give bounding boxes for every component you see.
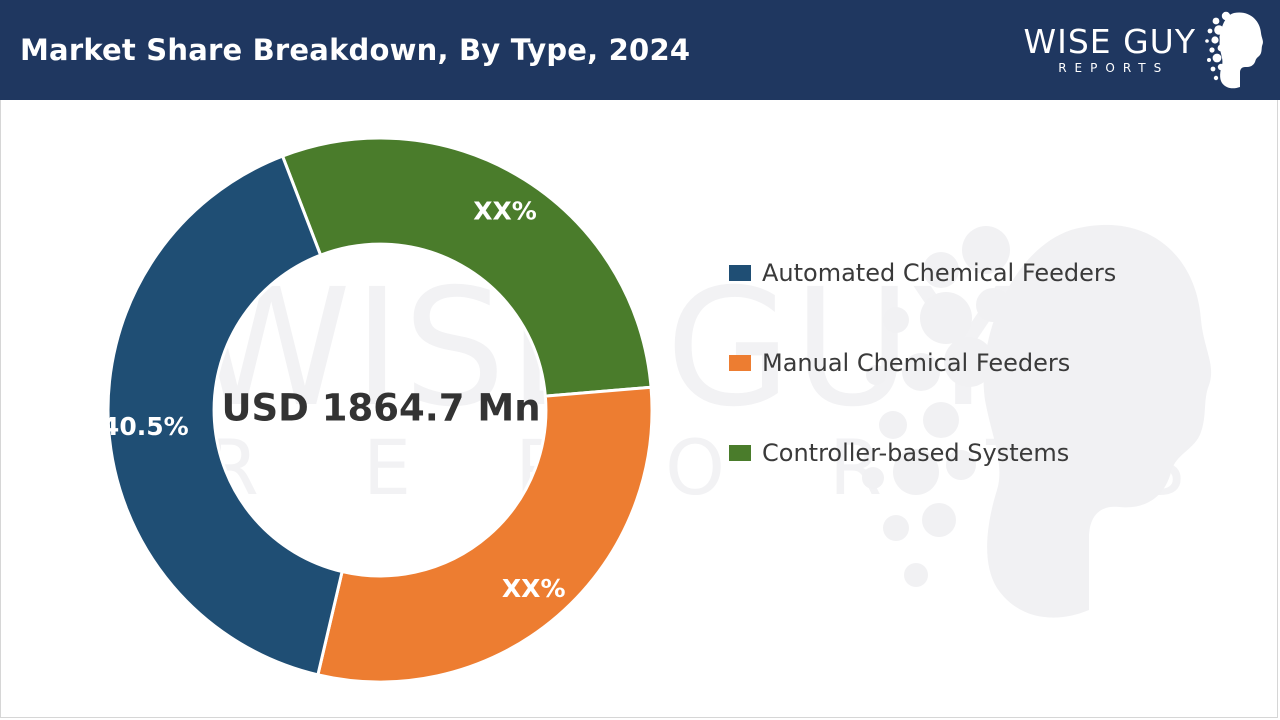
legend-item-label: Manual Chemical Feeders — [762, 349, 1071, 377]
header-bar: Market Share Breakdown, By Type, 2024 WI… — [0, 0, 1280, 100]
page-title: Market Share Breakdown, By Type, 2024 — [20, 33, 691, 67]
chart-area: WISE GUY R E P O R T S XX% XX% 40.5% USD 1… — [0, 100, 1278, 718]
brand-logo: WISE GUY REPORTS — [1023, 6, 1266, 94]
legend-item-label: Controller-based Systems — [762, 439, 1070, 467]
brand-wordmark: WISE GUY REPORTS — [1023, 21, 1196, 76]
donut-svg: XX% XX% 40.5% — [102, 136, 654, 684]
brand-name: WISE GUY — [1023, 21, 1196, 61]
donut-slice-controller-based-systems — [281, 136, 653, 398]
face-logo-icon — [1205, 11, 1263, 89]
brand-subtitle: REPORTS — [1058, 61, 1170, 76]
donut-chart: XX% XX% 40.5% — [100, 130, 660, 690]
legend: Automated Chemical Feeders Manual Chemic… — [729, 258, 1116, 528]
donut-slice-manual-chemical-feeders — [316, 385, 654, 684]
legend-item-manual: Manual Chemical Feeders — [729, 348, 1116, 378]
slice-label: XX% — [502, 574, 566, 603]
legend-item-automated: Automated Chemical Feeders — [729, 258, 1116, 288]
slice-label: 40.5% — [102, 412, 189, 441]
legend-swatch-blue — [729, 265, 751, 281]
legend-swatch-orange — [729, 355, 751, 371]
center-value: USD 1864.7 Mn — [221, 386, 541, 430]
slice-label: XX% — [473, 196, 537, 225]
legend-item-controller: Controller-based Systems — [729, 438, 1116, 468]
legend-swatch-green — [729, 445, 751, 461]
donut-slice-automated-chemical-feeders — [106, 154, 344, 677]
legend-item-label: Automated Chemical Feeders — [762, 259, 1117, 287]
